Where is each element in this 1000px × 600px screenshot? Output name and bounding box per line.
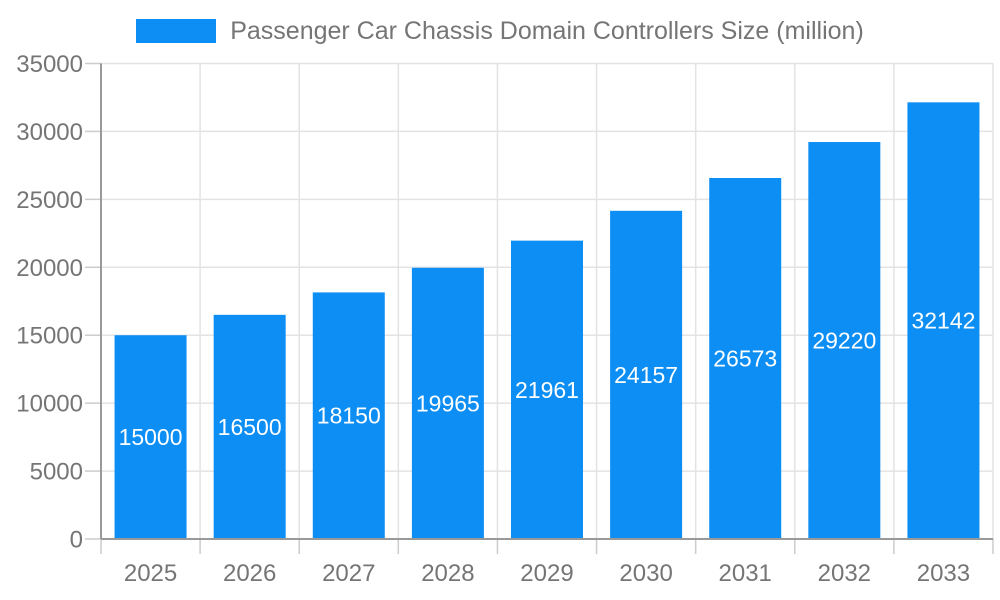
y-axis-tick-label: 25000 [16, 187, 83, 214]
bar-value-label: 18150 [317, 403, 381, 429]
bar [907, 102, 980, 539]
bar-value-label: 24157 [614, 362, 678, 388]
legend-swatch-icon [136, 19, 217, 43]
x-axis-tick-label: 2032 [818, 560, 871, 587]
y-axis-tick-label: 20000 [16, 255, 83, 282]
x-axis-tick-label: 2025 [124, 560, 177, 587]
y-axis-tick-label: 0 [70, 527, 83, 554]
x-axis-tick-label: 2029 [520, 560, 573, 587]
bar-value-label: 15000 [119, 424, 183, 450]
y-axis-tick-label: 5000 [30, 459, 83, 486]
y-axis-tick-label: 10000 [16, 391, 83, 418]
bar [511, 240, 583, 539]
legend: Passenger Car Chassis Domain Controllers… [0, 16, 1000, 46]
bar [411, 267, 484, 539]
x-axis-tick-label: 2028 [421, 560, 474, 587]
y-axis-tick-label: 35000 [16, 51, 83, 78]
bar-value-label: 19965 [416, 390, 480, 416]
y-axis-tick-label: 30000 [16, 119, 83, 146]
x-axis-tick-label: 2030 [619, 560, 672, 587]
bar-value-label: 16500 [218, 414, 282, 440]
bar-value-label: 29220 [812, 328, 876, 354]
bar [114, 335, 187, 539]
x-axis-tick-label: 2033 [917, 560, 970, 587]
legend-series-label: Passenger Car Chassis Domain Controllers… [230, 16, 864, 45]
bar-value-label: 26573 [713, 345, 777, 371]
bar [213, 314, 286, 539]
bar [312, 292, 385, 539]
x-axis-tick-label: 2031 [719, 560, 772, 587]
bar [610, 210, 683, 539]
bar [808, 142, 881, 539]
bar [709, 177, 782, 539]
x-axis-tick-label: 2026 [223, 560, 276, 587]
x-axis-tick-label: 2027 [322, 560, 375, 587]
bar-value-label: 21961 [515, 377, 579, 403]
bar-value-label: 32142 [911, 308, 975, 334]
y-axis-tick-label: 15000 [16, 323, 83, 350]
